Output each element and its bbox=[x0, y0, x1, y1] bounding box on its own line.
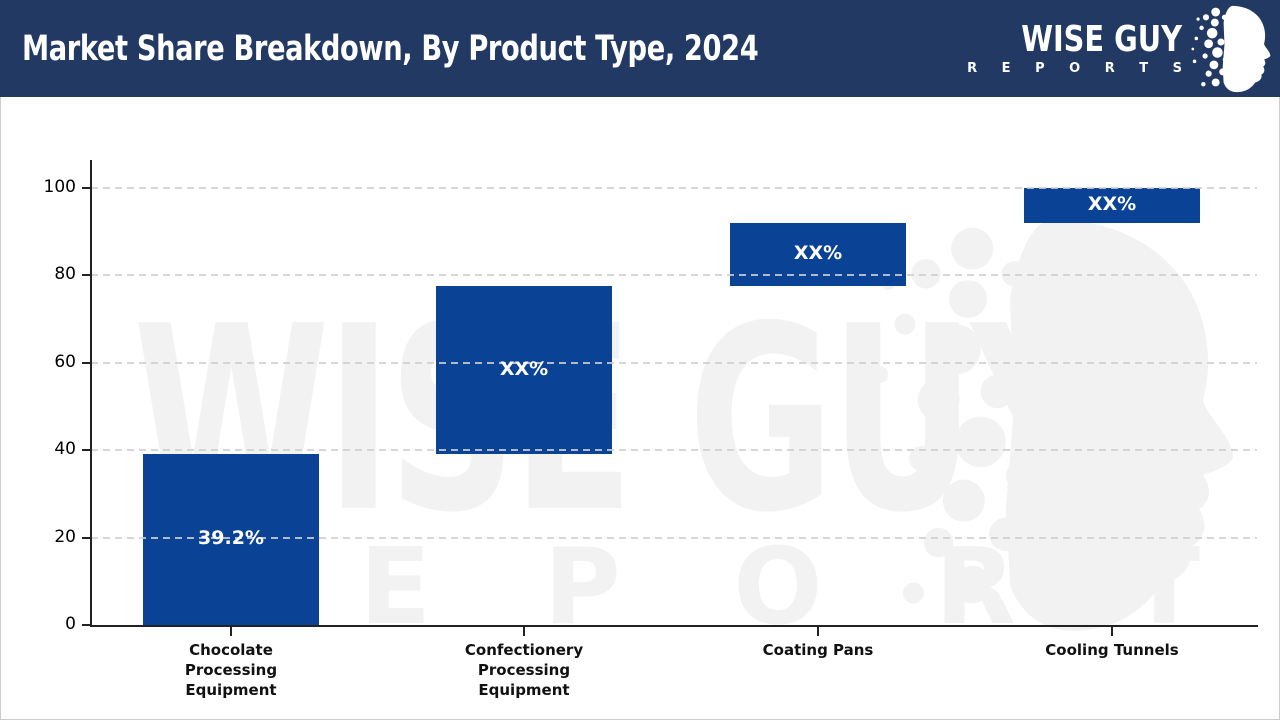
bar-segment bbox=[143, 453, 319, 625]
grid-line bbox=[91, 274, 1257, 276]
wise-guy-head-icon bbox=[1184, 5, 1272, 93]
x-tick-label: Cooling Tunnels bbox=[1045, 641, 1179, 659]
x-tick-mark bbox=[523, 627, 525, 636]
grid-line bbox=[91, 186, 1257, 189]
x-tick-label: Chocolate Processing Equipment bbox=[184, 641, 278, 699]
x-axis-line bbox=[90, 625, 1258, 627]
y-tick-mark bbox=[82, 274, 90, 276]
page-title: Market Share Breakdown, By Product Type,… bbox=[22, 28, 759, 69]
x-tick-label: Confectionery Processing Equipment bbox=[464, 641, 584, 699]
logo-wordmark-line2: R E P O R T S bbox=[967, 60, 1192, 76]
bar-segment bbox=[1024, 187, 1200, 223]
logo-wordmark: WISE GUY R E P O R T S bbox=[967, 18, 1182, 76]
y-tick-label: 100 bbox=[43, 176, 76, 197]
chart-panel: WISE GUY R E P O R T S 39.2%XX%XX%XX%020… bbox=[0, 97, 1280, 720]
grid-line bbox=[91, 449, 1257, 451]
bar-value-label: XX% bbox=[1087, 193, 1137, 215]
x-tick-mark bbox=[230, 627, 232, 636]
y-tick-label: 20 bbox=[54, 526, 76, 547]
y-tick-label: 0 bbox=[65, 614, 76, 634]
y-tick-mark bbox=[82, 536, 90, 539]
y-tick-mark bbox=[82, 449, 90, 451]
y-tick-label: 80 bbox=[54, 264, 76, 284]
grid-line bbox=[91, 361, 1257, 364]
bar-value-label: XX% bbox=[793, 242, 843, 265]
y-axis-line bbox=[90, 160, 92, 627]
wise-guy-logo: WISE GUY R E P O R T S bbox=[967, 5, 1272, 93]
y-tick-label: 60 bbox=[54, 351, 76, 372]
waterfall-chart: 39.2% XX% XX% XX% 0 20 40 60 80 100 Chocolate Proc… bbox=[1, 97, 1279, 719]
y-tick-mark bbox=[82, 361, 90, 364]
logo-wordmark-line1: WISE GUY bbox=[1021, 18, 1182, 60]
y-tick-mark bbox=[82, 624, 90, 626]
x-tick-mark bbox=[1111, 627, 1113, 636]
x-tick-mark bbox=[817, 627, 819, 636]
bar-value-label: XX% bbox=[499, 357, 549, 380]
bar-value-label: 39.2% bbox=[198, 527, 264, 550]
header-bar: Market Share Breakdown, By Product Type,… bbox=[0, 0, 1280, 97]
bar-segment bbox=[436, 285, 612, 454]
y-tick-label: 40 bbox=[54, 439, 76, 459]
y-tick-mark bbox=[82, 186, 90, 189]
x-tick-label: Coating Pans bbox=[762, 641, 874, 659]
grid-line bbox=[91, 536, 1257, 539]
